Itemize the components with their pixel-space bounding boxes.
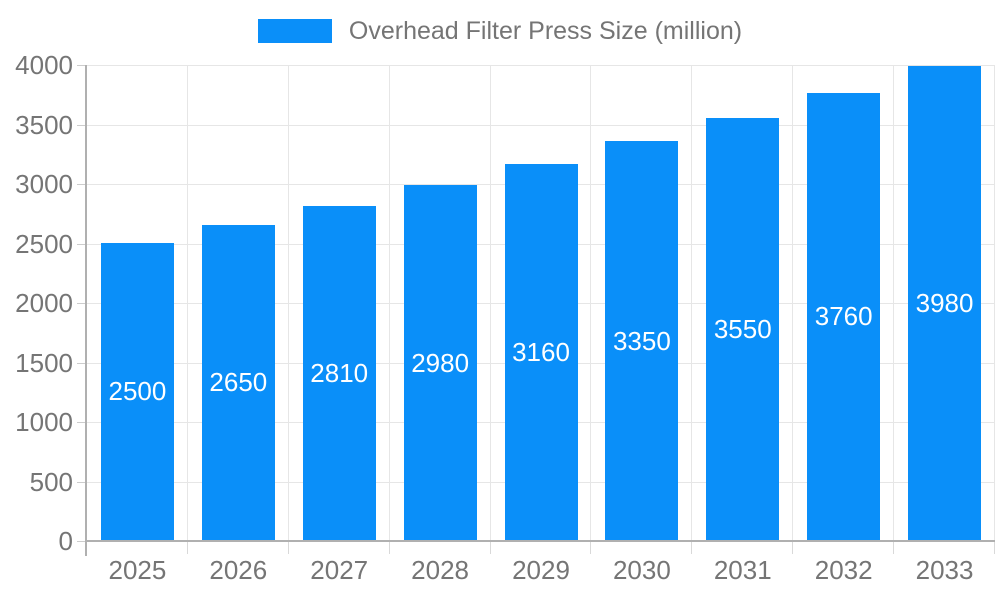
- bar-value-label: 2810: [310, 357, 369, 388]
- y-axis-tick: [77, 422, 86, 423]
- x-axis-tick: [792, 542, 794, 554]
- x-axis-line: [87, 540, 995, 542]
- y-tick-label: 500: [29, 466, 73, 497]
- legend-item[interactable]: Overhead Filter Press Size (million): [0, 16, 1000, 46]
- x-tick-label: 2032: [814, 555, 873, 585]
- x-axis-tick: [489, 542, 491, 554]
- y-axis-tick: [77, 184, 86, 185]
- bar-value-label: 3550: [713, 313, 772, 344]
- y-axis-tick: [77, 124, 86, 126]
- x-axis-tick: [893, 542, 895, 554]
- bar[interactable]: 3980: [908, 66, 982, 540]
- y-tick-label: 0: [58, 526, 73, 556]
- bar[interactable]: 2500: [100, 242, 174, 540]
- v-gridline: [590, 65, 592, 541]
- y-tick-label: 4000: [15, 50, 73, 80]
- y-tick-label: 1000: [15, 407, 73, 437]
- y-axis-tick: [77, 243, 86, 245]
- bar-value-label: 2500: [108, 376, 167, 407]
- x-tick-label: 2027: [310, 555, 369, 585]
- x-axis-tick: [186, 542, 188, 554]
- v-gridline: [994, 65, 995, 541]
- y-tick-label: 2500: [15, 228, 73, 259]
- bar-value-label: 2980: [411, 347, 470, 378]
- v-gridline: [186, 65, 188, 541]
- bar[interactable]: 2980: [403, 185, 477, 540]
- bar-value-label: 3350: [612, 325, 671, 356]
- x-tick-label: 2030: [612, 555, 671, 585]
- v-gridline: [691, 65, 693, 541]
- y-tick-label: 1500: [15, 347, 73, 378]
- y-axis-tick: [77, 65, 86, 66]
- x-axis-tick: [590, 542, 592, 554]
- bar[interactable]: 3160: [504, 163, 578, 540]
- x-tick-label: 2028: [411, 555, 470, 585]
- bar-value-label: 2650: [209, 367, 268, 398]
- bar[interactable]: 2810: [302, 205, 376, 540]
- bar[interactable]: 2650: [201, 224, 275, 540]
- x-tick-label: 2026: [209, 555, 268, 585]
- v-gridline: [792, 65, 794, 541]
- x-axis-tick: [287, 542, 289, 554]
- y-tick-label: 3500: [15, 109, 73, 140]
- bar-value-label: 3760: [814, 301, 873, 332]
- y-axis-tick: [77, 481, 86, 483]
- bar[interactable]: 3760: [807, 92, 881, 540]
- bar-value-label: 3980: [915, 288, 974, 319]
- bar[interactable]: 3550: [706, 117, 780, 540]
- y-tick-label: 2000: [15, 288, 73, 318]
- x-tick-label: 2033: [915, 555, 974, 585]
- bar[interactable]: 3350: [605, 141, 679, 540]
- y-axis-tick: [77, 303, 86, 304]
- x-axis-tick: [691, 542, 693, 554]
- y-axis-tick: [77, 362, 86, 364]
- x-tick-label: 2025: [108, 555, 167, 585]
- v-gridline: [489, 65, 491, 541]
- plot-area: 0 500 1000 1500 2000 2500 3000 3500 4000 2500 2650…: [15, 50, 995, 585]
- x-tick-label: 2029: [512, 555, 570, 585]
- y-axis-tick: [77, 541, 86, 542]
- x-axis-tick: [994, 542, 995, 554]
- y-axis-line: [85, 65, 87, 556]
- y-tick-label: 3000: [15, 169, 73, 199]
- h-gridline: [87, 124, 995, 126]
- h-gridline: [87, 65, 995, 66]
- v-gridline: [893, 65, 895, 541]
- legend-label: Overhead Filter Press Size (million): [348, 16, 743, 45]
- bar-value-label: 3160: [512, 336, 570, 367]
- x-tick-label: 2031: [713, 555, 772, 585]
- x-axis-tick: [388, 542, 390, 554]
- v-gridline: [287, 65, 289, 541]
- legend-swatch: [257, 19, 332, 43]
- v-gridline: [388, 65, 390, 541]
